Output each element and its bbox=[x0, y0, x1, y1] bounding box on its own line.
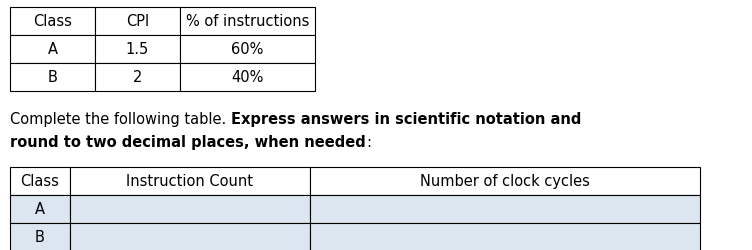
Bar bbox=[180, 64, 315, 92]
Bar bbox=[310, 195, 700, 223]
Text: :: : bbox=[365, 135, 371, 150]
Text: B: B bbox=[47, 70, 57, 85]
Bar bbox=[10, 223, 70, 250]
Bar bbox=[180, 8, 315, 36]
Bar bbox=[10, 64, 95, 92]
Text: CPI: CPI bbox=[126, 14, 149, 30]
Text: 60%: 60% bbox=[232, 42, 264, 57]
Text: 40%: 40% bbox=[232, 70, 264, 85]
Text: Instruction Count: Instruction Count bbox=[126, 174, 253, 189]
Text: Complete the following table.: Complete the following table. bbox=[10, 112, 231, 127]
Text: 1.5: 1.5 bbox=[126, 42, 149, 57]
Bar bbox=[95, 36, 180, 64]
Bar bbox=[70, 223, 310, 250]
Text: % of instructions: % of instructions bbox=[186, 14, 309, 30]
Text: A: A bbox=[35, 202, 45, 217]
Text: Express answers in scientific notation and: Express answers in scientific notation a… bbox=[231, 112, 581, 127]
Bar bbox=[95, 8, 180, 36]
Text: Class: Class bbox=[20, 174, 59, 189]
Bar bbox=[70, 195, 310, 223]
Bar bbox=[95, 64, 180, 92]
Text: Number of clock cycles: Number of clock cycles bbox=[420, 174, 590, 189]
Bar bbox=[10, 167, 70, 195]
Bar bbox=[70, 167, 310, 195]
Bar bbox=[10, 8, 95, 36]
Bar bbox=[10, 195, 70, 223]
Text: Class: Class bbox=[33, 14, 72, 30]
Bar bbox=[180, 36, 315, 64]
Text: A: A bbox=[47, 42, 57, 57]
Bar bbox=[10, 36, 95, 64]
Text: round to two decimal places, when needed: round to two decimal places, when needed bbox=[10, 135, 365, 150]
Text: 2: 2 bbox=[133, 70, 142, 85]
Bar bbox=[310, 223, 700, 250]
Text: B: B bbox=[35, 230, 45, 244]
Bar bbox=[310, 167, 700, 195]
